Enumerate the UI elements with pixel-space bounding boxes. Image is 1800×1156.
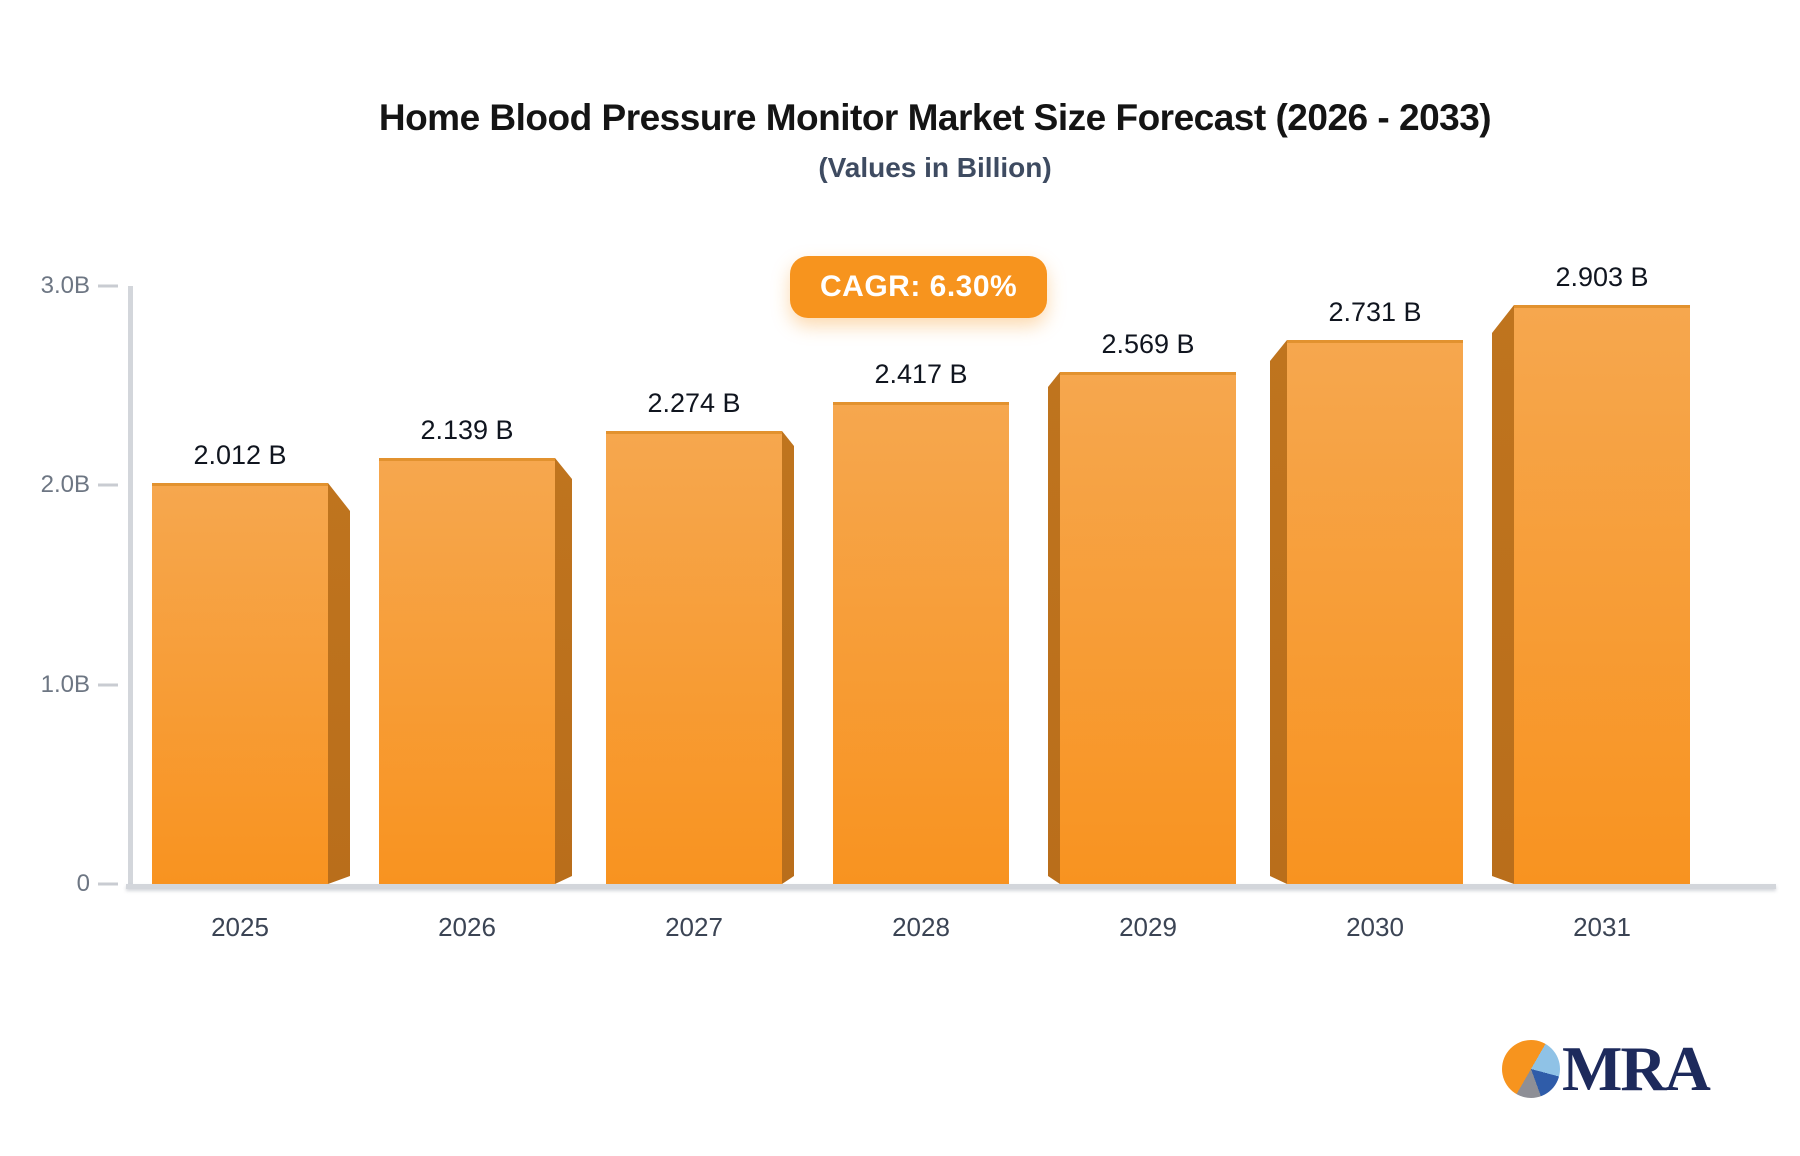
bar-group-2028	[833, 402, 1009, 884]
bar-group-2031	[1492, 305, 1690, 884]
y-tick-mark	[98, 284, 118, 288]
y-tick-label: 3.0B	[40, 272, 90, 299]
bar-chart-plot-area: 2.012 B 2.139 B 2.274 B 2.417 B 2.569 B 2.731…	[125, 262, 1780, 884]
bar-side-face	[328, 483, 350, 884]
y-tick-label: 0	[76, 870, 90, 897]
bar-group-2025	[152, 483, 350, 884]
y-tick-mark	[98, 483, 118, 487]
bar-value-label: 2.569 B	[1101, 329, 1195, 359]
bar-face	[152, 483, 328, 884]
y-tick-label: 2.0B	[40, 471, 90, 499]
cagr-badge: CAGR: 6.30%	[790, 256, 1048, 318]
x-tick-label: 2029	[1119, 912, 1177, 942]
bar-face	[606, 431, 782, 884]
bar-group-2030	[1270, 340, 1463, 884]
bar-group-2026	[379, 458, 572, 884]
logo-pie-icon	[1502, 1040, 1560, 1098]
bar-face	[379, 458, 555, 884]
x-axis-line	[126, 884, 1776, 889]
bar-face	[1287, 340, 1463, 884]
bar-group-2027	[606, 431, 794, 884]
y-tick-mark	[98, 882, 118, 886]
bar-side-face	[1270, 340, 1287, 884]
chart-subtitle: (Values in Billion)	[818, 152, 1052, 183]
bar-side-face	[1492, 305, 1514, 884]
y-tick-label: 1.0B	[40, 670, 90, 698]
x-tick-label: 2030	[1346, 912, 1404, 942]
x-tick-label: 2027	[665, 912, 723, 942]
x-tick-label: 2028	[892, 912, 950, 942]
chart-title: Home Blood Pressure Monitor Market Size …	[378, 97, 1492, 138]
bar-value-label: 2.012 B	[193, 440, 287, 470]
x-tick-label: 2026	[438, 912, 496, 942]
bar-value-label: 2.139 B	[420, 415, 514, 445]
bar-value-label: 2.274 B	[647, 388, 741, 418]
x-tick-label: 2025	[211, 912, 269, 942]
y-tick-mark	[98, 683, 118, 687]
y-axis-line	[128, 286, 133, 886]
logo-text: MRA	[1562, 1033, 1711, 1104]
bar-value-label: 2.903 B	[1555, 262, 1649, 292]
bar-side-face	[1048, 372, 1060, 884]
bar-value-label: 2.731 B	[1328, 297, 1422, 327]
bar-value-label: 2.417 B	[874, 359, 968, 389]
logo: MRA	[1502, 1033, 1711, 1104]
bar-face	[1060, 372, 1236, 884]
x-tick-label: 2031	[1573, 912, 1631, 942]
bar-side-face	[782, 431, 794, 884]
bar-face	[1514, 305, 1690, 884]
bar-side-face	[555, 458, 572, 884]
bar-face	[833, 402, 1009, 884]
bar-group-2029	[1048, 372, 1236, 884]
